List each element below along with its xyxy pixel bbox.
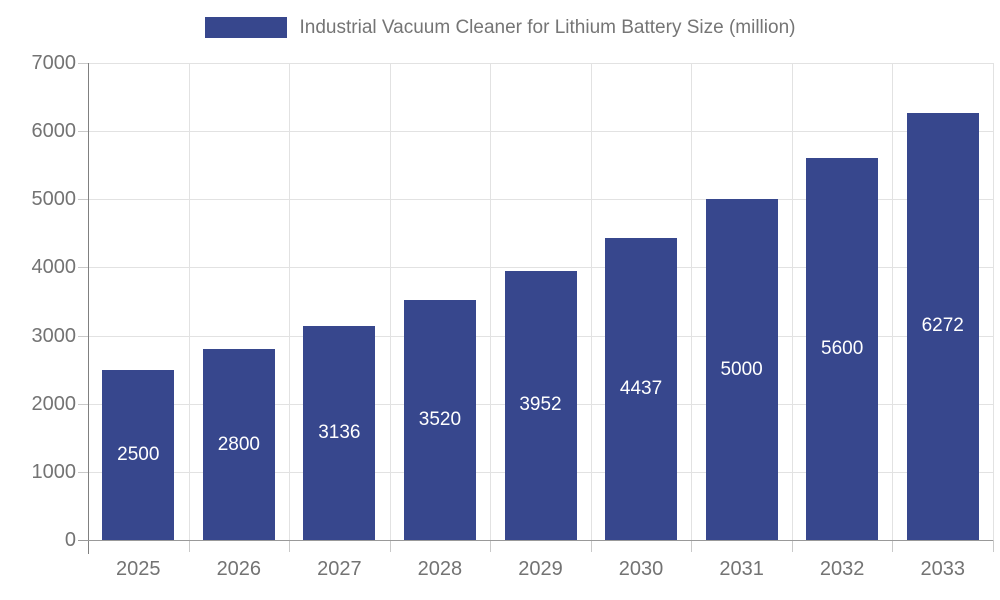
x-axis-tick-label: 2028: [417, 558, 463, 580]
x-axis-tick-label: 2025: [116, 558, 161, 580]
x-tick-mark: [88, 540, 89, 554]
bar-value-label: 3520: [418, 409, 462, 431]
gridline: [188, 63, 190, 540]
bar: [906, 112, 979, 540]
x-tick-mark: [289, 540, 291, 552]
bar: [303, 326, 376, 540]
gridline: [88, 63, 993, 64]
bar: [102, 369, 175, 540]
bar: [605, 237, 678, 540]
bar-value-label: 2500: [117, 443, 160, 465]
x-axis-tick-label: 2029: [518, 558, 563, 580]
gridline: [490, 63, 492, 540]
legend: Industrial Vacuum Cleaner for Lithium Ba…: [0, 16, 1000, 39]
x-axis-tick-label: 2033: [920, 558, 965, 580]
gridline: [88, 267, 993, 269]
y-tick-mark: [78, 471, 88, 473]
y-axis-tick-label: 1000: [31, 460, 77, 483]
bar-value-label: 3952: [519, 394, 562, 416]
gridline: [88, 199, 993, 201]
bar-value-label: 5000: [720, 358, 763, 380]
gridline: [590, 63, 592, 540]
bar-value-label: 5600: [821, 338, 864, 360]
legend-label: Industrial Vacuum Cleaner for Lithium Ba…: [299, 17, 796, 38]
y-axis-tick-label: 7000: [31, 52, 77, 74]
y-axis-tick-label: 3000: [31, 324, 77, 347]
x-tick-mark: [389, 540, 391, 552]
x-axis-tick-label: 2031: [719, 558, 764, 580]
y-axis-tick-label: 5000: [31, 188, 77, 211]
y-tick-mark: [78, 131, 88, 133]
y-tick-mark: [78, 335, 88, 337]
y-axis-tick-label: 6000: [31, 120, 77, 143]
bar-value-label: 6272: [921, 315, 964, 337]
x-tick-mark: [490, 540, 492, 552]
y-tick-mark: [78, 267, 88, 269]
y-axis-line: [88, 63, 89, 540]
bar-value-label: 3136: [318, 422, 361, 444]
x-tick-mark: [188, 540, 190, 552]
x-axis-tick-label: 2027: [317, 558, 362, 580]
y-tick-mark: [78, 63, 88, 64]
bar-value-label: 4437: [619, 377, 663, 399]
x-tick-mark: [791, 540, 793, 552]
x-axis-tick-label: 2026: [216, 558, 262, 580]
y-axis-tick-label: 0: [64, 529, 76, 551]
x-tick-mark: [590, 540, 592, 552]
gridline: [389, 63, 391, 540]
x-tick-mark: [993, 540, 994, 552]
bar: [403, 300, 476, 540]
legend-swatch: [204, 17, 287, 38]
y-axis-tick-label: 2000: [31, 392, 77, 415]
x-axis-tick-label: 2030: [618, 558, 664, 580]
bar: [504, 270, 577, 540]
y-tick-mark: [78, 403, 88, 405]
gridline: [289, 63, 291, 540]
y-tick-mark: [78, 199, 88, 201]
bar: [705, 199, 778, 540]
gridline: [691, 63, 693, 540]
x-axis-line: [78, 540, 993, 541]
gridline: [993, 63, 994, 540]
bar: [806, 158, 879, 540]
y-axis-tick-label: 4000: [31, 256, 77, 279]
x-tick-mark: [892, 540, 894, 552]
bar-value-label: 2800: [217, 433, 260, 455]
gridline: [88, 131, 993, 133]
x-axis-tick-label: 2032: [819, 558, 865, 580]
gridline: [791, 63, 793, 540]
bar: [202, 349, 275, 540]
gridline: [892, 63, 894, 540]
x-tick-mark: [691, 540, 693, 552]
